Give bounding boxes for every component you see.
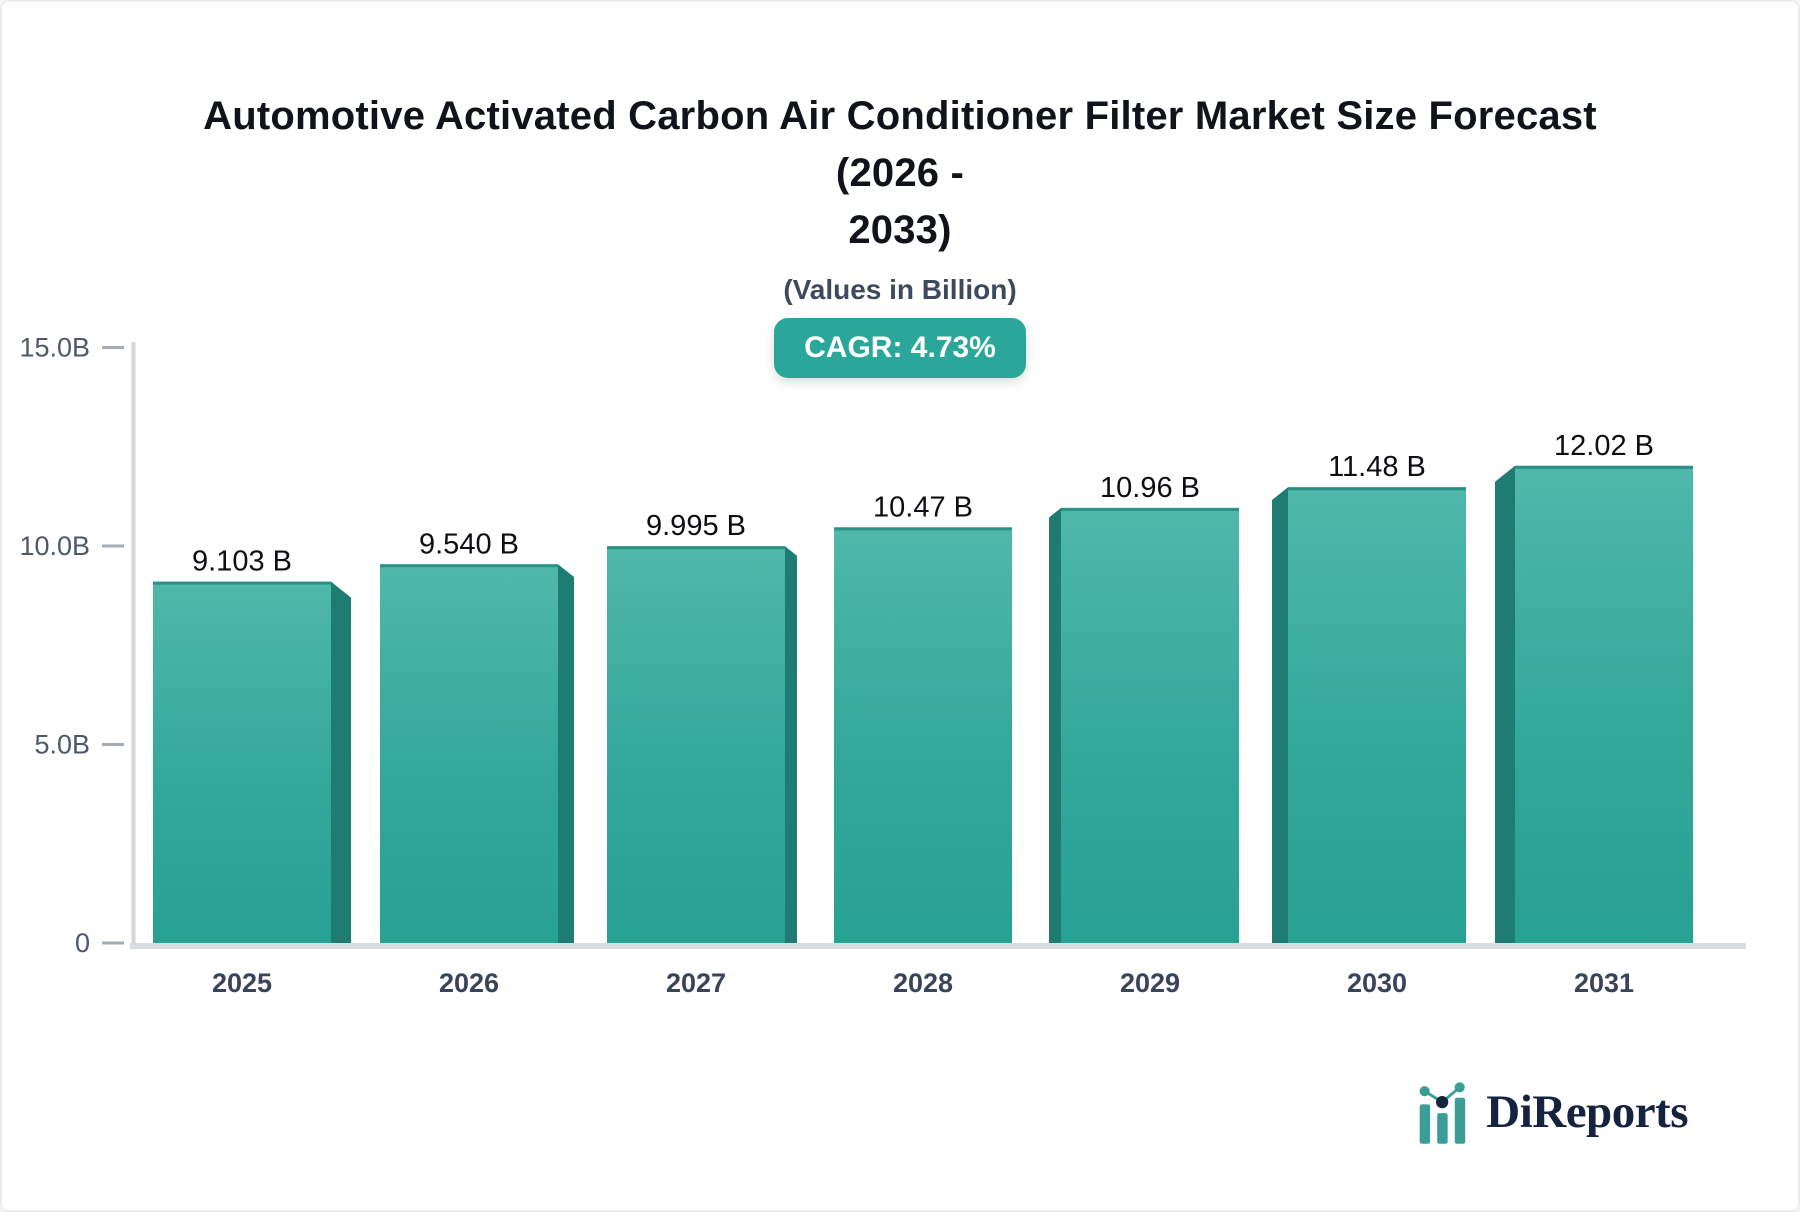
bar-side [1272, 487, 1288, 943]
bar-top-edge [1515, 465, 1693, 469]
bar-face [834, 527, 1012, 943]
bar-side [1049, 507, 1061, 943]
page-title: Automotive Activated Carbon Air Conditio… [150, 88, 1650, 260]
y-axis-label: 0 [75, 928, 90, 958]
logo-dot-middle [1436, 1095, 1449, 1109]
title-line-1: Automotive Activated Carbon Air Conditio… [203, 94, 1597, 196]
bar-value-label: 12.02 B [1554, 430, 1654, 462]
brand-logo: DiReports [1415, 1078, 1688, 1146]
logo-dot-right [1454, 1082, 1466, 1093]
x-axis-label: 2031 [1574, 968, 1634, 998]
chart-header: Automotive Activated Carbon Air Conditio… [2, 2, 1798, 378]
x-axis-label: 2028 [893, 968, 953, 998]
logo-bar-middle [1437, 1113, 1448, 1144]
bar-value-label: 9.103 B [192, 546, 292, 578]
bar-top-edge [153, 581, 331, 585]
bar-top-edge [834, 527, 1012, 531]
bar-face [607, 546, 785, 943]
logo-dot-left [1419, 1086, 1430, 1097]
y-axis-label: 5.0B [34, 730, 90, 760]
x-axis-label: 2026 [439, 968, 499, 998]
bar-value-label: 9.995 B [646, 510, 746, 542]
title-line-2: 2033) [848, 208, 952, 253]
bar-top-edge [1061, 507, 1239, 511]
bar-value-label: 10.47 B [873, 491, 973, 523]
bar-face [1061, 507, 1239, 943]
bar-face [380, 564, 558, 943]
logo-bar-left [1419, 1104, 1431, 1144]
x-axis-label: 2027 [666, 968, 726, 998]
bar-side [785, 546, 797, 943]
bar-value-label: 9.540 B [419, 528, 519, 560]
bar-top-edge [380, 564, 558, 568]
x-axis-label: 2029 [1120, 968, 1180, 998]
bar-value-label: 11.48 B [1328, 451, 1426, 483]
cagr-badge: CAGR: 4.73% [774, 317, 1026, 378]
bar-side [558, 564, 574, 943]
bar-top-edge [607, 546, 785, 550]
logo-bar-right [1455, 1097, 1466, 1144]
x-axis-baseline [130, 943, 1746, 949]
y-axis-label: 15.0B [19, 333, 90, 363]
bar-value-label: 10.96 B [1100, 472, 1200, 504]
bar-face [1515, 465, 1693, 943]
x-axis-label: 2025 [212, 968, 272, 998]
y-axis-label: 10.0B [19, 531, 90, 561]
bar-side [331, 581, 351, 943]
bar-side [1495, 465, 1515, 943]
x-axis-label: 2030 [1347, 968, 1407, 998]
bar-top-edge [1288, 487, 1466, 491]
bar-face [1288, 487, 1466, 943]
direports-logo-icon [1419, 1082, 1466, 1144]
brand-name: DiReports [1486, 1086, 1688, 1138]
chart-subtitle: (Values in Billion) [783, 273, 1017, 305]
bar-face [153, 581, 331, 943]
